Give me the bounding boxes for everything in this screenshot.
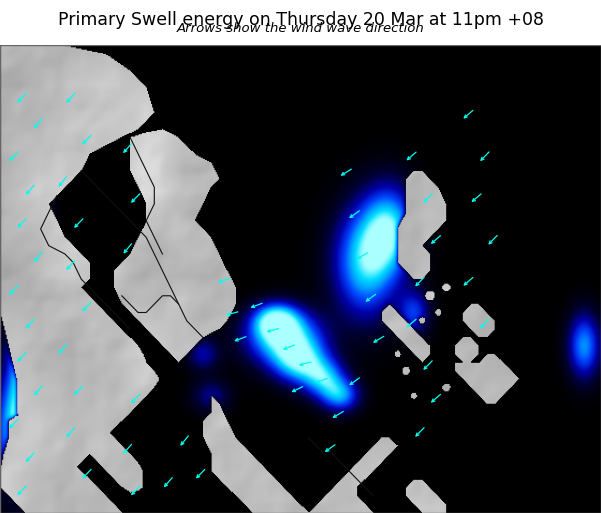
Text: Primary Swell energy on Thursday 20 Mar at 11pm +08: Primary Swell energy on Thursday 20 Mar … <box>58 11 543 29</box>
Text: Arrows show the wind wave direction: Arrows show the wind wave direction <box>177 22 424 35</box>
